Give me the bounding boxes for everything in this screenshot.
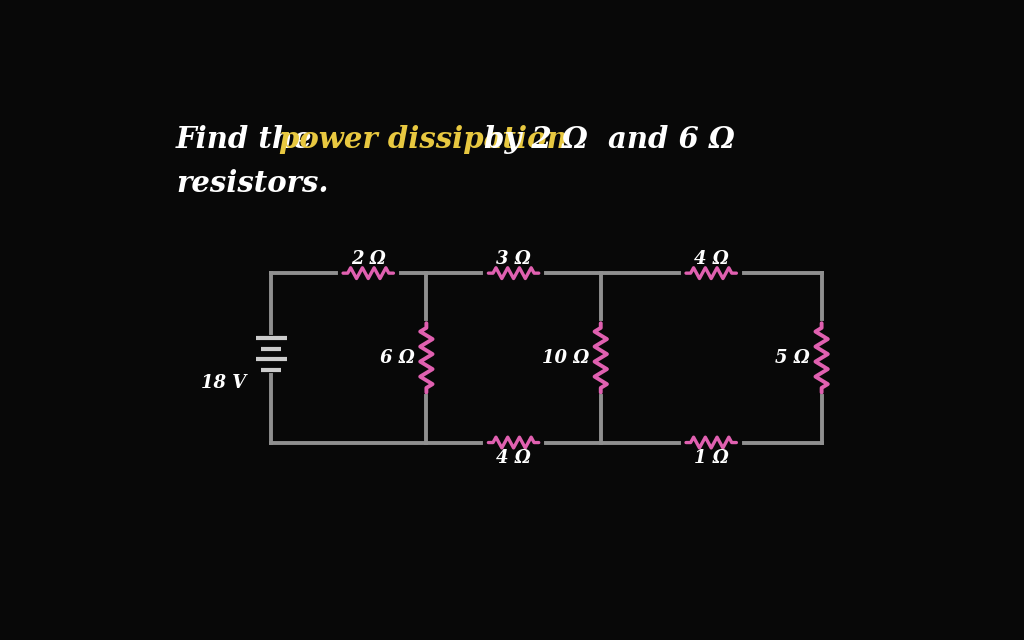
Text: 18 V: 18 V [202,374,247,392]
Text: power dissipation: power dissipation [280,125,568,154]
Text: 5 Ω: 5 Ω [775,349,810,367]
Text: 10 Ω: 10 Ω [542,349,589,367]
Text: 4 Ω: 4 Ω [694,250,728,268]
Text: 3 Ω: 3 Ω [497,250,530,268]
Text: 1 Ω: 1 Ω [694,449,728,467]
Text: 2 Ω: 2 Ω [351,250,386,268]
Text: 4 Ω: 4 Ω [497,449,530,467]
Text: 6 Ω: 6 Ω [380,349,415,367]
Text: by 2 Ω  and 6 Ω: by 2 Ω and 6 Ω [474,125,735,154]
Text: Find the: Find the [176,125,323,154]
Text: resistors.: resistors. [176,168,329,198]
